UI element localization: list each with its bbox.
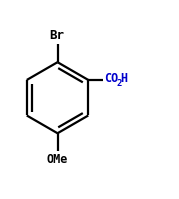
Text: Br: Br — [49, 29, 64, 42]
Text: OMe: OMe — [47, 153, 68, 166]
Text: 2: 2 — [116, 79, 122, 88]
Text: CO: CO — [104, 72, 118, 85]
Text: H: H — [121, 72, 128, 85]
